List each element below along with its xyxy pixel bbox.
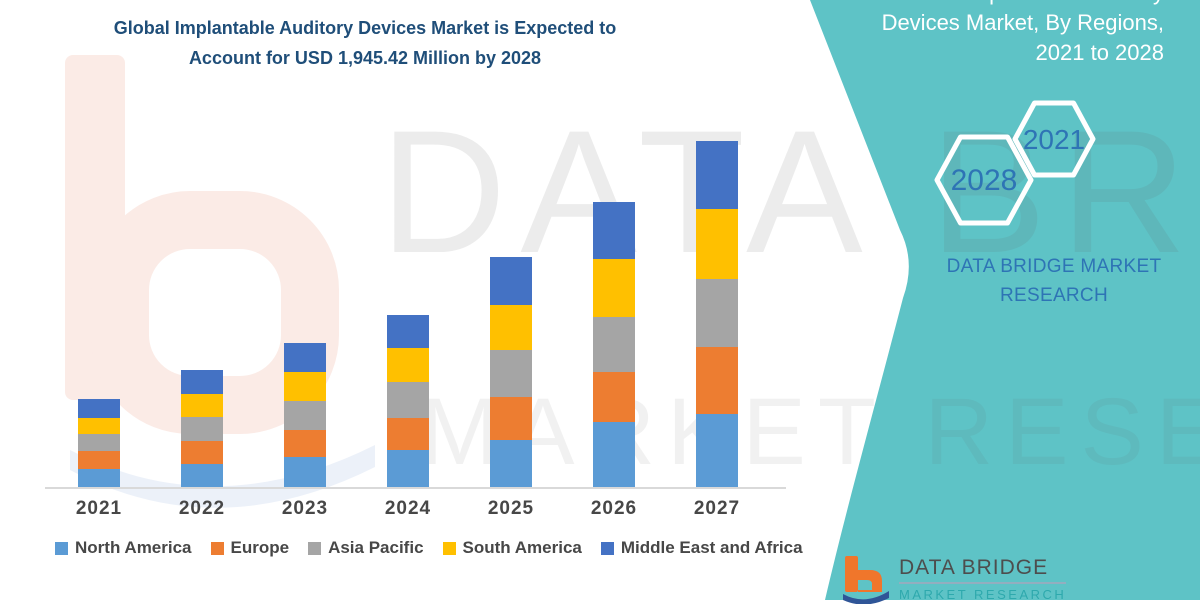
chart-title: Global Implantable Auditory Devices Mark… [20, 13, 710, 73]
bar-segment-asia-pacific [490, 350, 532, 397]
bar-segment-south-america [387, 348, 429, 382]
databridge-b-icon [843, 556, 889, 604]
bar-segment-middle-east-and-africa [387, 315, 429, 348]
side-panel-heading-line1: Global Implantable Auditory [882, 0, 1164, 8]
chart-title-line1: Global Implantable Auditory Devices Mark… [113, 18, 617, 38]
hexagon-2021 [1012, 100, 1096, 178]
side-panel-heading: Global Implantable Auditory Devices Mark… [882, 0, 1164, 68]
chart-title-line2: Account for USD 1,945.42 Million by 2028 [188, 48, 542, 68]
bar-segment-asia-pacific [387, 382, 429, 418]
bar-segment-asia-pacific [696, 279, 738, 347]
bar-chart-layer: 2021 2022 2023 2024 2025 2026 2027 [75, 141, 741, 519]
bar-segment-south-america [284, 372, 326, 401]
bar-segment-north-america [284, 457, 326, 487]
bar-segment-europe [181, 441, 223, 464]
x-axis-label-2026: 2026 [590, 498, 638, 519]
bar-segment-south-america [696, 209, 738, 279]
bar-2021 [78, 399, 120, 487]
bar-segment-middle-east-and-africa [181, 370, 223, 394]
bar-segment-north-america [78, 469, 120, 487]
legend-item-asia-pacific: Asia Pacific [308, 538, 424, 558]
legend-item-south-america: South America [442, 538, 582, 558]
x-axis-label-2023: 2023 [281, 498, 329, 519]
side-panel-heading-line2: Devices Market, By Regions, [881, 10, 1164, 35]
bar-2025 [490, 257, 532, 487]
bar-segment-north-america [696, 414, 738, 487]
bar-segment-south-america [181, 394, 223, 417]
legend-item-middle-east-and-africa: Middle East and Africa [600, 538, 803, 558]
bar-segment-north-america [490, 440, 532, 487]
databridge-logo-watermark [65, 55, 375, 508]
hexagon-2028-label: 2028 [951, 164, 1018, 197]
x-axis-label-2021: 2021 [75, 498, 123, 519]
bar-segment-north-america [181, 464, 223, 487]
legend-label: Middle East and Africa [620, 538, 803, 557]
hexagon-2028 [934, 134, 1034, 226]
bar-segment-europe [593, 372, 635, 422]
bar-segment-middle-east-and-africa [696, 141, 738, 209]
x-axis-label-2027: 2027 [693, 498, 741, 519]
bar-segment-south-america [78, 418, 120, 434]
bar-segment-middle-east-and-africa [284, 343, 326, 372]
brand-caption: DATA BRIDGE MARKET RESEARCH [940, 252, 1168, 310]
bar-segment-north-america [387, 450, 429, 487]
bar-segment-asia-pacific [78, 434, 120, 451]
bar-segment-europe [387, 418, 429, 450]
x-axis-label-2022: 2022 [178, 498, 226, 519]
bar-segment-asia-pacific [181, 417, 223, 441]
bar-2022 [181, 370, 223, 487]
chart-legend: North America Europe Asia Pacific South Ame… [55, 538, 803, 558]
x-axis-label-2024: 2024 [384, 498, 432, 519]
bar-segment-south-america [593, 259, 635, 317]
legend-label: Europe [230, 538, 290, 557]
bar-segment-middle-east-and-africa [490, 257, 532, 305]
legend-label: Asia Pacific [328, 538, 424, 557]
x-axis-label-2025: 2025 [487, 498, 535, 519]
legend-item-europe: Europe [210, 538, 290, 558]
legend-swatch-icon [600, 541, 614, 555]
bar-segment-europe [78, 451, 120, 469]
hexagon-year-badges: 2028 2021 [934, 100, 1096, 226]
bar-2024 [387, 315, 429, 487]
footer-logo-subtext: MARKET RESEARCH [899, 587, 1067, 602]
bar-segment-europe [490, 397, 532, 440]
bar-segment-asia-pacific [284, 401, 326, 430]
bar-2027 [696, 141, 738, 487]
bar-2026 [593, 202, 635, 487]
bar-segment-middle-east-and-africa [78, 399, 120, 418]
footer-logo: DATA BRIDGE MARKET RESEARCH [843, 556, 1067, 604]
footer-logo-name: DATA BRIDGE [899, 556, 1067, 584]
bar-2023 [284, 343, 326, 487]
brand-caption-line1: DATA BRIDGE MARKET [946, 256, 1162, 277]
bar-segment-asia-pacific [593, 317, 635, 372]
hexagon-2021-label: 2021 [1023, 124, 1085, 155]
brand-caption-line2: RESEARCH [1000, 285, 1108, 306]
legend-swatch-icon [210, 541, 224, 555]
bar-segment-europe [696, 347, 738, 414]
bar-segment-south-america [490, 305, 532, 350]
legend-item-north-america: North America [55, 538, 192, 558]
legend-label: North America [75, 538, 192, 557]
legend-label: South America [462, 538, 582, 557]
bar-segment-europe [284, 430, 326, 457]
legend-swatch-icon [55, 541, 68, 555]
bar-segment-north-america [593, 422, 635, 487]
bar-segment-middle-east-and-africa [593, 202, 635, 259]
side-panel-heading-line3: 2021 to 2028 [1035, 40, 1164, 65]
x-axis-line [45, 487, 786, 489]
legend-swatch-icon [442, 541, 456, 555]
legend-swatch-icon [308, 541, 322, 555]
